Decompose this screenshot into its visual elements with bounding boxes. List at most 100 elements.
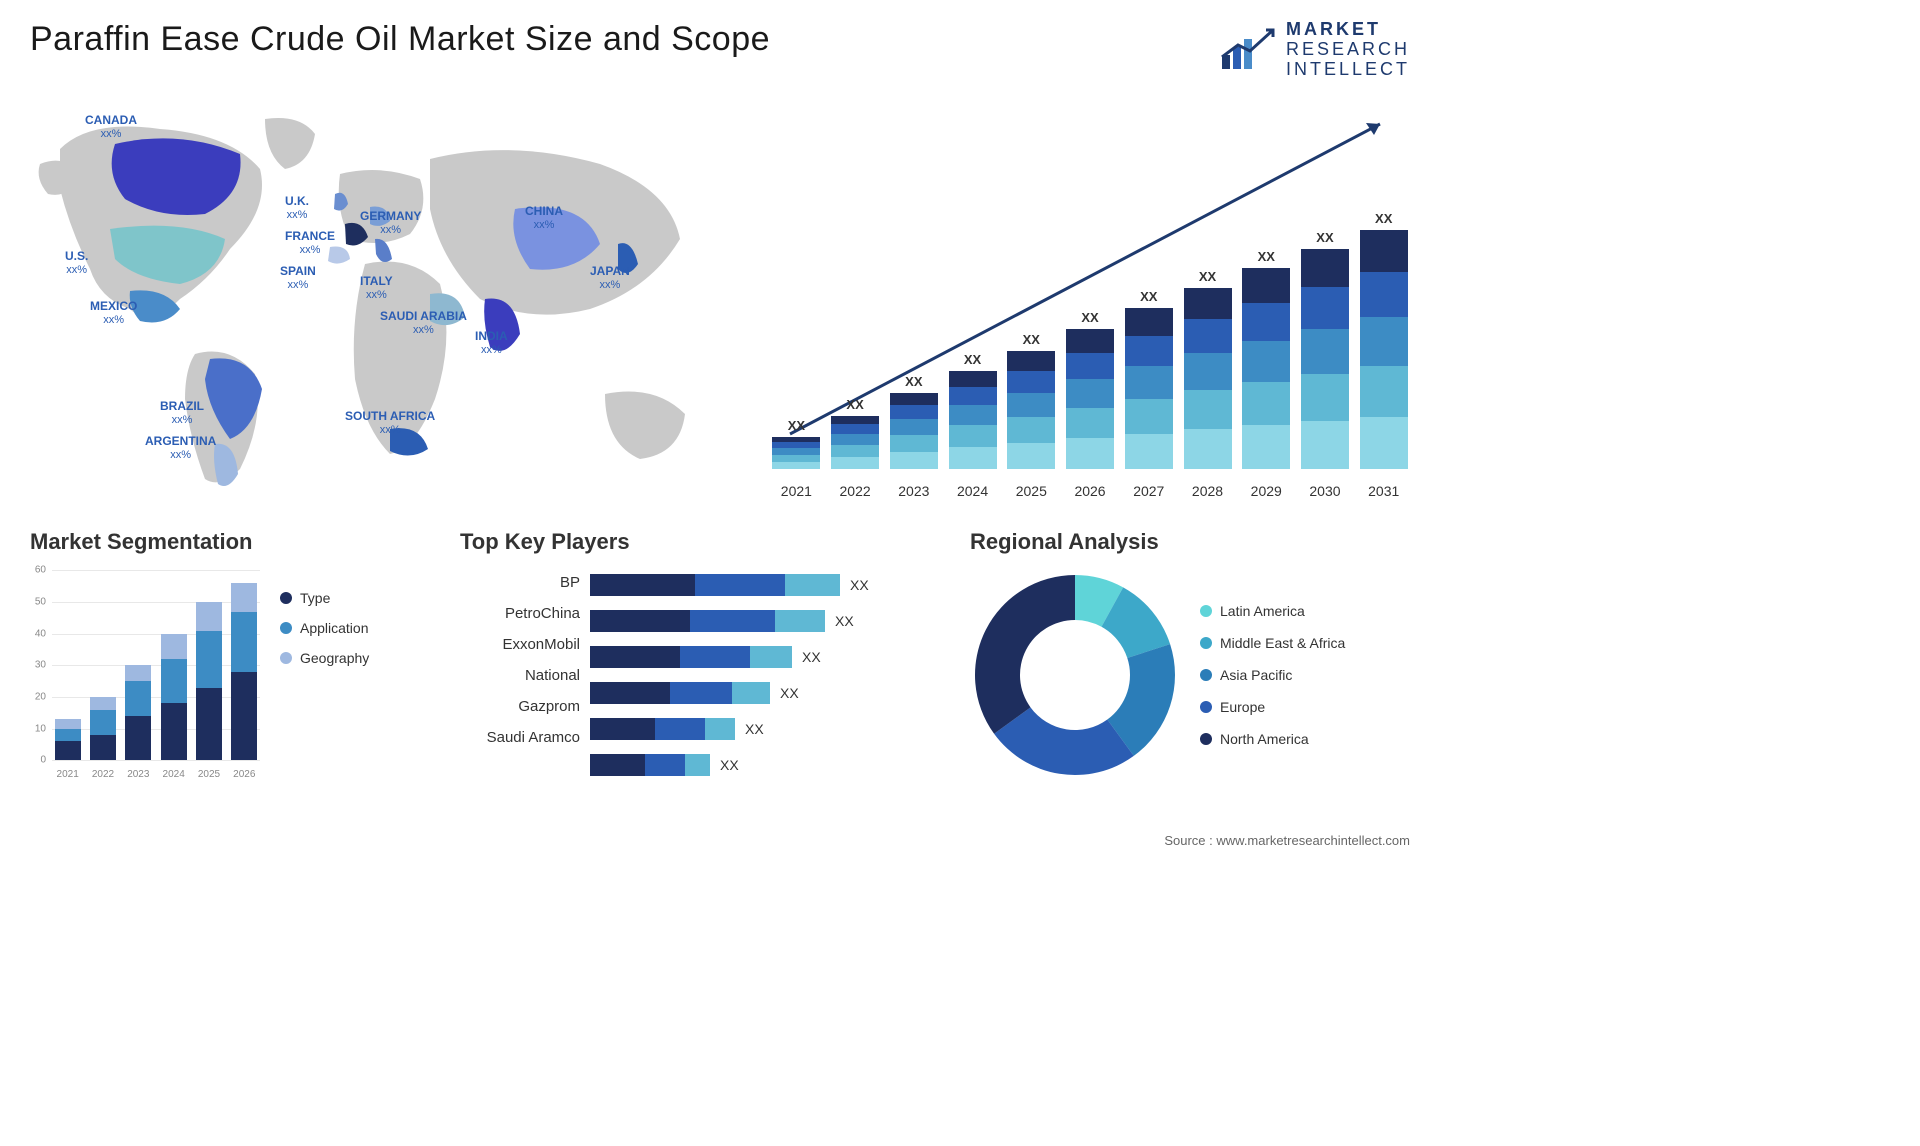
segmentation-legend: Type Application Geography [280,570,369,780]
regional-title: Regional Analysis [970,529,1410,555]
player-name: BP [560,574,580,591]
main-x-label: 2029 [1240,483,1293,499]
seg-y-tick: 60 [35,565,46,576]
main-x-label: 2031 [1357,483,1410,499]
legend-item: North America [1200,731,1345,747]
player-name: PetroChina [505,605,580,622]
seg-bar-column [123,665,154,760]
seg-y-tick: 40 [35,628,46,639]
main-bar-column: XX [1240,249,1293,469]
bar-value-label: XX [1140,289,1157,304]
bar-value-label: XX [1316,230,1333,245]
player-bar-row: XX [590,574,940,596]
legend-item: Asia Pacific [1200,667,1345,683]
legend-item: Middle East & Africa [1200,635,1345,651]
world-map-panel: CANADAxx%U.S.xx%MEXICOxx%BRAZILxx%ARGENT… [30,99,730,499]
seg-x-label: 2025 [193,769,224,780]
seg-y-tick: 20 [35,692,46,703]
map-country-label: SPAINxx% [280,264,316,292]
seg-x-label: 2023 [123,769,154,780]
seg-bar-column [87,697,118,760]
bar-value-label: XX [1375,211,1392,226]
main-growth-chart: XXXXXXXXXXXXXXXXXXXXXX 20212022202320242… [770,99,1410,499]
map-country-label: SOUTH AFRICAxx% [345,409,435,437]
seg-bar-column [52,719,83,760]
seg-y-tick: 50 [35,597,46,608]
donut-slice [975,575,1075,734]
bar-value-label: XX [1258,249,1275,264]
player-value: XX [835,613,854,629]
bar-value-label: XX [846,397,863,412]
page-title: Paraffin Ease Crude Oil Market Size and … [30,20,770,59]
player-name: Gazprom [518,698,580,715]
regional-analysis-panel: Regional Analysis Latin America Middle Ea… [970,529,1410,780]
segmentation-chart: 0102030405060 202120222023202420252026 [30,570,260,780]
logo-line2: RESEARCH [1286,40,1410,60]
main-bar-column: XX [829,397,882,469]
main-x-label: 2025 [1005,483,1058,499]
regional-legend: Latin America Middle East & Africa Asia Pa… [1200,603,1345,747]
map-country-label: SAUDI ARABIAxx% [380,309,467,337]
player-bar-row: XX [590,646,940,668]
segmentation-panel: Market Segmentation 0 10 20 30 40 50 60 2021 20… [30,529,430,780]
map-country-label: CHINAxx% [525,204,563,232]
main-bar-column: XX [770,418,823,469]
player-bar-row: XX [590,682,940,704]
player-bar-row: XX [590,718,940,740]
main-bar-column: XX [1299,230,1352,469]
map-country-label: MEXICOxx% [90,299,137,327]
map-country-label: U.K.xx% [285,194,309,222]
regional-donut-chart [970,570,1180,780]
source-attribution: Source : www.marketresearchintellect.com [1164,833,1410,848]
main-bar-column: XX [1005,332,1058,469]
player-name: National [525,667,580,684]
logo-icon [1220,27,1276,73]
logo: MARKET RESEARCH INTELLECT [1220,20,1410,79]
player-value: XX [802,649,821,665]
seg-bar-column [158,634,189,761]
bar-value-label: XX [788,418,805,433]
legend-item: Application [280,620,369,636]
player-value: XX [745,721,764,737]
map-country-label: FRANCExx% [285,229,335,257]
main-x-label: 2026 [1064,483,1117,499]
players-title: Top Key Players [460,529,940,555]
seg-y-tick: 0 [40,755,46,766]
bar-value-label: XX [1081,310,1098,325]
bar-value-label: XX [1199,269,1216,284]
main-bar-column: XX [887,374,940,469]
map-country-label: GERMANYxx% [360,209,421,237]
map-country-label: BRAZILxx% [160,399,204,427]
player-name: Saudi Aramco [487,729,580,746]
main-x-label: 2028 [1181,483,1234,499]
seg-x-label: 2021 [52,769,83,780]
seg-y-tick: 30 [35,660,46,671]
map-country-label: U.S.xx% [65,249,88,277]
key-players-panel: Top Key Players BP PetroChina ExxonMobil Na… [460,529,940,780]
main-bar-column: XX [946,352,999,469]
legend-item: Europe [1200,699,1345,715]
segmentation-title: Market Segmentation [30,529,430,555]
player-value: XX [850,577,869,593]
seg-bar-column [193,602,224,760]
legend-item: Geography [280,650,369,666]
player-name: ExxonMobil [502,636,580,653]
logo-line1: MARKET [1286,20,1410,40]
main-bar-column: XX [1122,289,1175,469]
bar-value-label: XX [964,352,981,367]
player-value: XX [780,685,799,701]
map-country-label: JAPANxx% [590,264,630,292]
seg-x-label: 2022 [87,769,118,780]
seg-y-tick: 10 [35,723,46,734]
map-country-label: ARGENTINAxx% [145,434,216,462]
logo-line3: INTELLECT [1286,60,1410,80]
legend-item: Type [280,590,369,606]
player-bar-row: XX [590,610,940,632]
main-x-label: 2022 [829,483,882,499]
legend-item: Latin America [1200,603,1345,619]
bar-value-label: XX [1023,332,1040,347]
main-bar-column: XX [1357,211,1410,469]
player-bar-row: XX [590,754,940,776]
seg-x-label: 2024 [158,769,189,780]
seg-x-label: 2026 [229,769,260,780]
